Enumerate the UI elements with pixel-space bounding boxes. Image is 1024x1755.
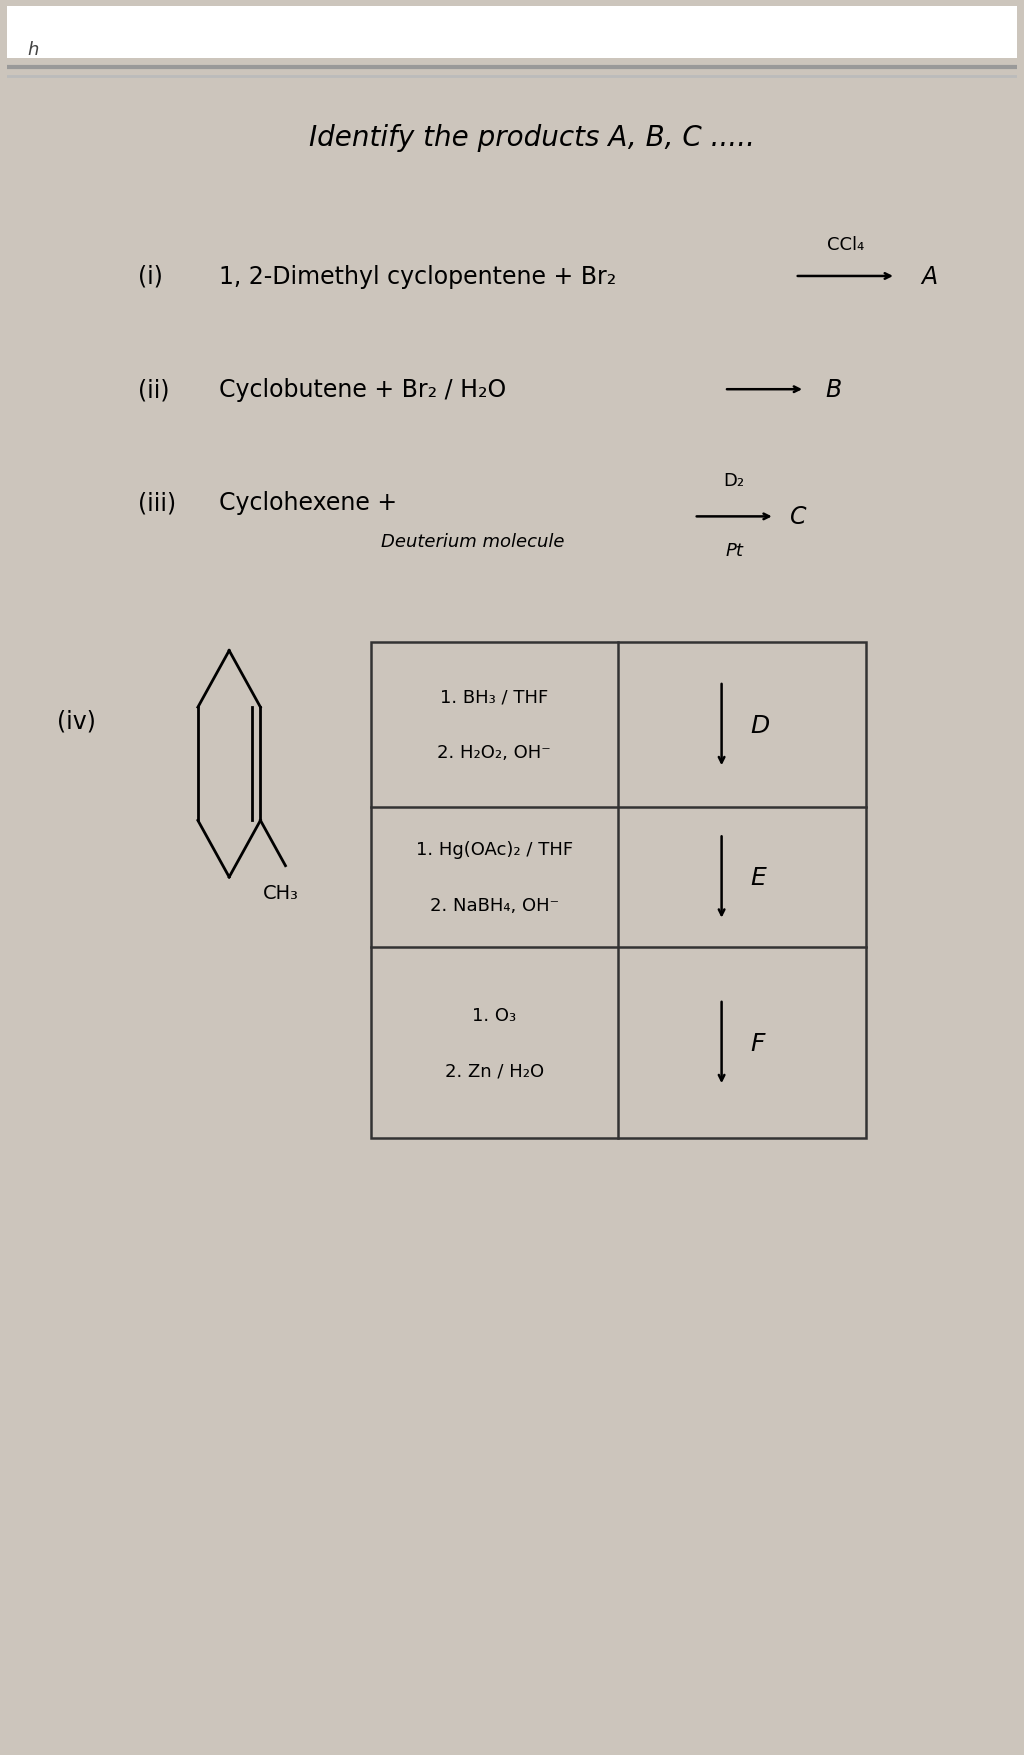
Text: Cyclobutene + Br₂ / H₂O: Cyclobutene + Br₂ / H₂O xyxy=(219,377,506,402)
Text: Deuterium molecule: Deuterium molecule xyxy=(381,532,564,551)
Text: h: h xyxy=(28,42,39,60)
Text: C: C xyxy=(790,505,806,528)
Text: (ii): (ii) xyxy=(138,377,170,402)
Bar xyxy=(371,642,865,1139)
Text: CH₃: CH₃ xyxy=(262,883,298,902)
Text: B: B xyxy=(825,377,842,402)
Text: D: D xyxy=(750,713,769,737)
Text: 2. Zn / H₂O: 2. Zn / H₂O xyxy=(444,1062,544,1079)
Text: E: E xyxy=(750,865,766,890)
Text: 1, 2-Dimethyl cyclopentene + Br₂: 1, 2-Dimethyl cyclopentene + Br₂ xyxy=(219,265,616,290)
Text: 2. NaBH₄, OH⁻: 2. NaBH₄, OH⁻ xyxy=(430,897,559,914)
Text: Cyclohexene +: Cyclohexene + xyxy=(219,491,397,516)
Text: Identify the products A, B, C .....: Identify the products A, B, C ..... xyxy=(309,123,756,151)
Text: 1. BH₃ / THF: 1. BH₃ / THF xyxy=(440,688,549,706)
Text: CCl₄: CCl₄ xyxy=(826,237,864,254)
Text: D₂: D₂ xyxy=(724,472,744,490)
Text: (iii): (iii) xyxy=(138,491,176,516)
Text: (i): (i) xyxy=(138,265,163,290)
Polygon shape xyxy=(7,7,1017,60)
Text: 1. Hg(OAc)₂ / THF: 1. Hg(OAc)₂ / THF xyxy=(416,841,572,858)
Text: A: A xyxy=(922,265,937,290)
Text: 2. H₂O₂, OH⁻: 2. H₂O₂, OH⁻ xyxy=(437,744,551,762)
Text: (iv): (iv) xyxy=(57,709,96,734)
Text: Pt: Pt xyxy=(725,542,743,560)
Text: 1. O₃: 1. O₃ xyxy=(472,1006,516,1025)
Text: F: F xyxy=(750,1030,764,1055)
